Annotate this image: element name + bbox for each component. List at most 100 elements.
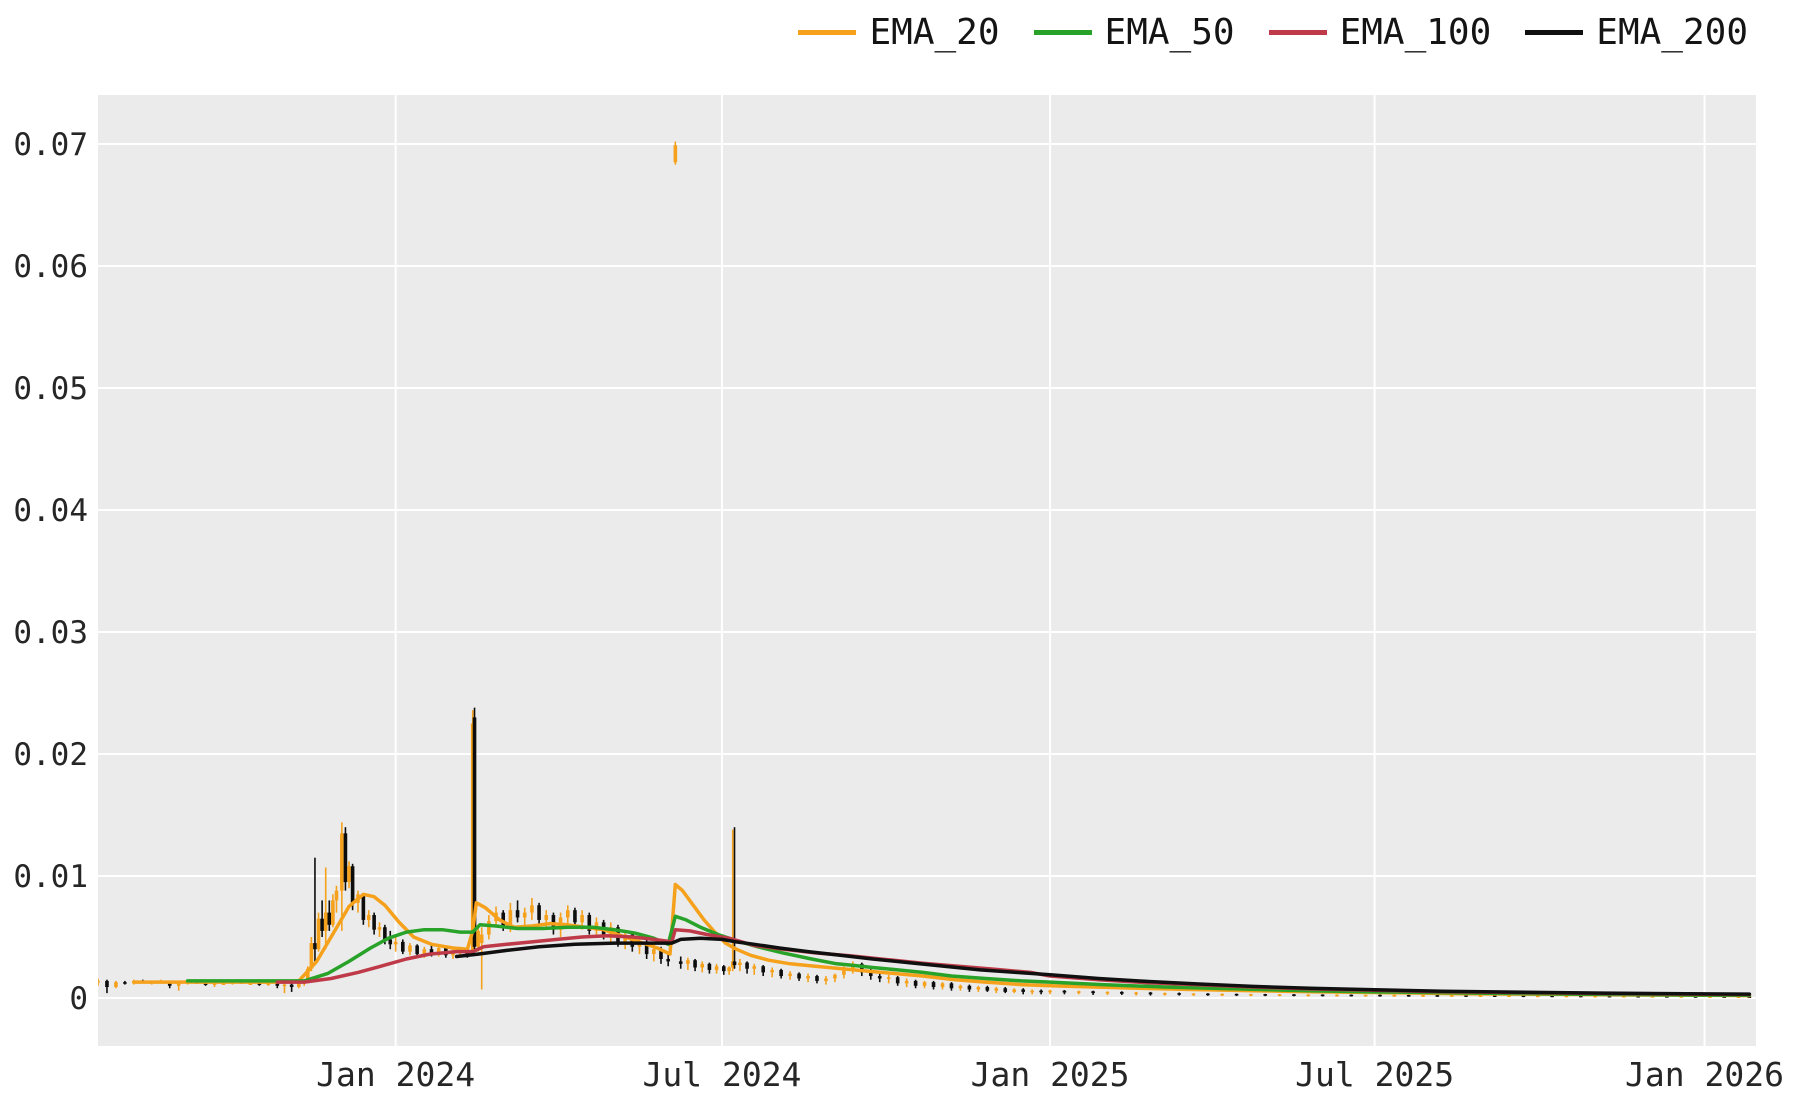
candle-body (868, 972, 873, 977)
candle-body (275, 983, 280, 986)
candle-body (994, 988, 999, 991)
candle-body (366, 915, 371, 920)
candle-wick (739, 958, 741, 972)
candle-body (967, 985, 972, 990)
candle-body (408, 945, 412, 952)
candle-body (515, 910, 520, 918)
candle-body (1021, 989, 1025, 992)
candle-wick (480, 927, 483, 990)
candle-wick (733, 827, 736, 969)
candle-body (1320, 994, 1325, 997)
candle-body (388, 939, 393, 945)
candle-body (1708, 996, 1712, 998)
candle-wick (753, 963, 756, 975)
candle-body (1406, 994, 1411, 997)
candle-body (289, 984, 294, 988)
candle-body (815, 976, 819, 981)
candle-body (666, 958, 670, 962)
candle-body (393, 941, 398, 945)
candle-body (1012, 989, 1017, 992)
candle-body (678, 961, 683, 964)
candle-body (842, 968, 846, 975)
candle-body (693, 960, 697, 968)
candle-body (913, 980, 918, 986)
candle-body (922, 982, 927, 986)
candle-body (1535, 995, 1540, 998)
candle-body (1492, 995, 1497, 997)
candle-wick (731, 829, 734, 972)
candle-body (673, 145, 678, 163)
candle-body (331, 900, 335, 925)
candle-body (806, 976, 810, 979)
candle-body (257, 983, 262, 985)
legend-label-ema-20: EMA_20 (869, 12, 1000, 53)
candle-body (895, 977, 900, 984)
candle-body (1650, 996, 1655, 998)
candle-body (738, 962, 742, 966)
candle-body (1263, 994, 1268, 996)
candle-body (522, 912, 527, 918)
candle-body (436, 947, 441, 955)
candle-body (1449, 995, 1454, 997)
x-tick-label: Jan 2024 (316, 1055, 475, 1094)
candle-body (1593, 995, 1597, 998)
line-ema-50 (185, 914, 1752, 998)
candle-body (361, 894, 366, 920)
candle-body (1134, 992, 1138, 995)
candle-body (1564, 995, 1569, 998)
candle-body (1550, 995, 1554, 998)
candle-body (976, 987, 981, 990)
candle-body (707, 963, 712, 970)
candle-body (587, 915, 592, 931)
candle-body (860, 963, 864, 973)
candle-body (316, 918, 321, 950)
candle-body (1306, 994, 1311, 997)
candle-body (1435, 995, 1440, 997)
candle-body (203, 983, 208, 985)
candle-body (1062, 990, 1067, 993)
candle-body (1392, 994, 1397, 997)
candle-body (659, 949, 663, 959)
candle-body (1148, 992, 1153, 995)
candle-body (487, 921, 491, 935)
candle-body (1464, 995, 1468, 997)
candle-body (305, 968, 310, 983)
candle-body (340, 833, 344, 891)
candle-body (266, 983, 271, 985)
candle-body (1607, 995, 1612, 998)
candle-body (1163, 993, 1167, 995)
y-axis-labels: 0 0.01 0.02 0.03 0.04 0.05 0.06 0.07 (13, 127, 88, 1017)
candle-body (652, 949, 656, 955)
candle-body (323, 912, 328, 931)
candle-body (940, 983, 945, 988)
candle-body (309, 943, 314, 969)
y-tick-label: 0.04 (13, 493, 88, 529)
candle-body (1220, 993, 1225, 996)
y-tick-label: 0.07 (13, 127, 88, 163)
candle-body (714, 966, 719, 970)
candle-body (1076, 991, 1081, 993)
candle-body (327, 912, 332, 925)
candle-wick (324, 867, 327, 950)
candle-body (1030, 990, 1034, 993)
candle-body (1249, 994, 1253, 996)
candle-body (544, 915, 549, 920)
candle-body (797, 973, 801, 979)
legend-swatch-ema-200 (1525, 30, 1584, 35)
candle-body (350, 866, 355, 903)
candle-body (644, 941, 649, 955)
candle-body (401, 941, 405, 952)
candle-body (1478, 995, 1483, 997)
candle-body (383, 927, 387, 940)
candle-body (761, 966, 766, 973)
y-tick-label: 0.05 (13, 371, 88, 407)
legend-label-ema-50: EMA_50 (1104, 12, 1235, 53)
candle-body (343, 833, 348, 883)
candle-body (1191, 993, 1196, 996)
x-tick-label: Jul 2024 (642, 1055, 801, 1094)
candle-body (752, 966, 757, 969)
candle-body (1039, 990, 1043, 993)
legend-item-ema-100: EMA_100 (1268, 12, 1491, 53)
candle-body (700, 963, 705, 968)
